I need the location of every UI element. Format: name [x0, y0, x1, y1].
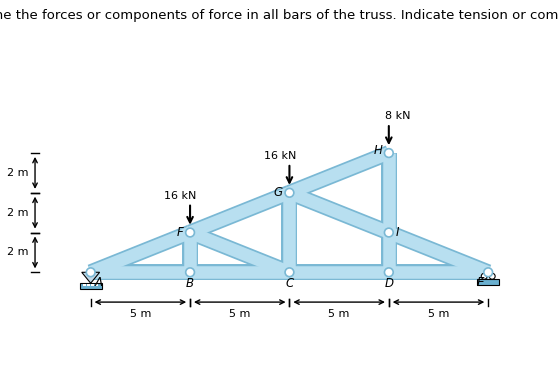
Circle shape — [385, 228, 393, 237]
Text: 5 m: 5 m — [130, 309, 151, 319]
Text: H: H — [373, 144, 382, 157]
Text: I: I — [396, 226, 400, 239]
Text: 16 kN: 16 kN — [164, 191, 197, 201]
Circle shape — [385, 268, 393, 277]
Text: 2 m: 2 m — [7, 248, 28, 257]
Text: A: A — [94, 276, 103, 289]
Text: F: F — [177, 226, 183, 239]
Text: D: D — [385, 277, 394, 290]
Text: 5 m: 5 m — [229, 309, 250, 319]
Text: G: G — [274, 186, 283, 199]
Polygon shape — [477, 279, 499, 285]
Circle shape — [186, 228, 195, 237]
Text: Determine the forces or components of force in all bars of the truss. Indicate t: Determine the forces or components of fo… — [0, 9, 559, 22]
Text: C: C — [285, 277, 293, 290]
Text: 2 m: 2 m — [7, 168, 28, 178]
Circle shape — [489, 273, 495, 279]
Polygon shape — [91, 283, 94, 286]
Text: B: B — [186, 277, 194, 290]
Text: E: E — [477, 276, 484, 289]
Circle shape — [385, 148, 393, 157]
Text: 2 m: 2 m — [7, 208, 28, 218]
Polygon shape — [95, 283, 98, 286]
Polygon shape — [80, 283, 102, 289]
Text: 5 m: 5 m — [329, 309, 350, 319]
Circle shape — [285, 188, 294, 197]
Text: 16 kN: 16 kN — [264, 151, 296, 161]
Polygon shape — [83, 283, 86, 286]
Polygon shape — [82, 272, 100, 283]
Circle shape — [86, 268, 95, 277]
Circle shape — [484, 268, 492, 277]
Text: 5 m: 5 m — [428, 309, 449, 319]
Circle shape — [481, 273, 487, 279]
Polygon shape — [87, 283, 91, 286]
Text: 8 kN: 8 kN — [385, 111, 410, 121]
Circle shape — [186, 268, 195, 277]
Circle shape — [285, 268, 294, 277]
